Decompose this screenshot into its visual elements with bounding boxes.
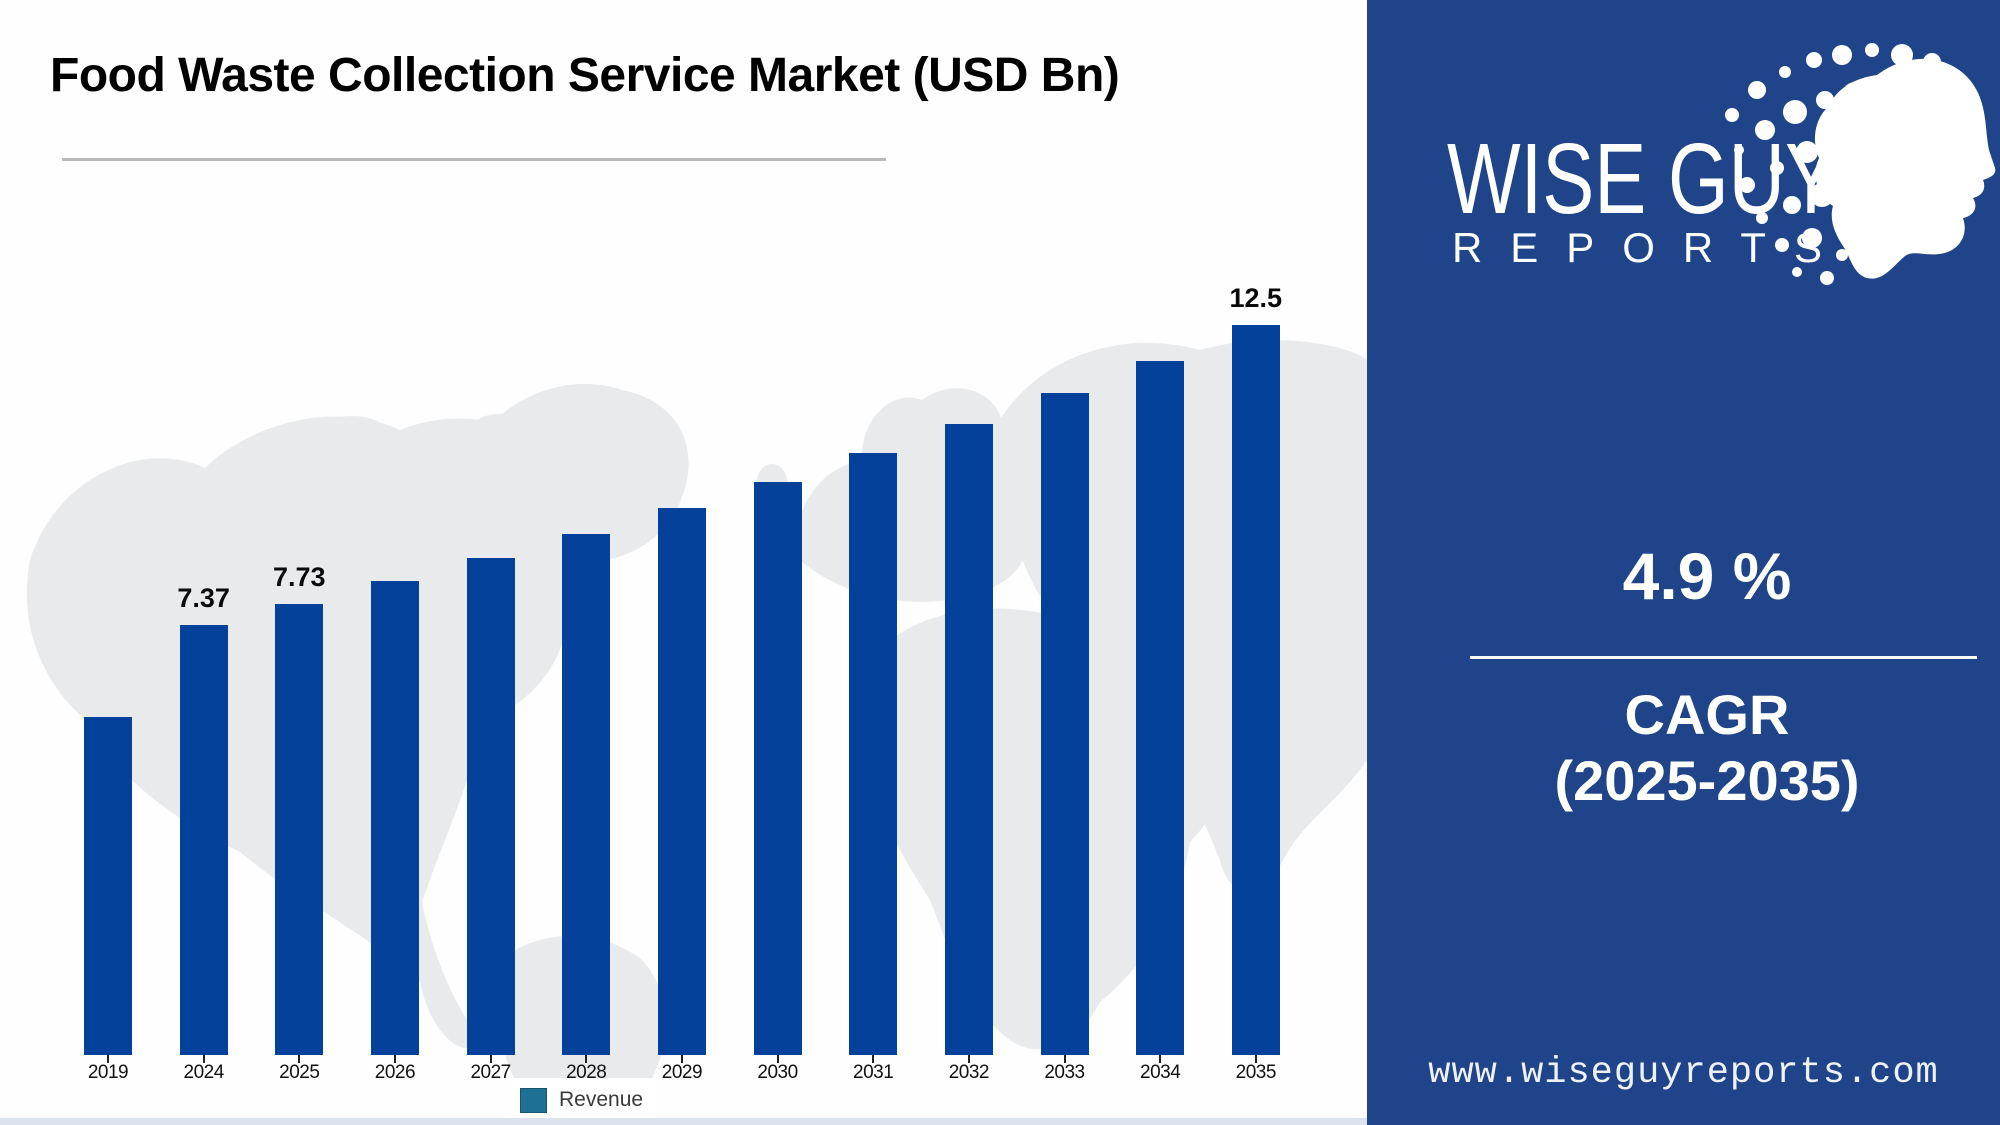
brand-panel: WISE GUY REPORTS 4.9 % CAGR (2025-2035) …	[1367, 0, 2000, 1125]
value-label-2035: 12.5	[1229, 283, 1283, 313]
value-label-2024: 7.37	[177, 583, 230, 613]
value-label-2025: 7.73	[273, 562, 326, 592]
x-axis-label-2024: 2024	[183, 1062, 225, 1083]
bar-2026	[370, 581, 419, 1055]
dot-cluster-icon	[1725, 43, 1941, 285]
x-axis-label-2027: 2027	[470, 1062, 511, 1083]
x-axis-tick-2034	[1159, 1055, 1162, 1063]
x-axis-tick-2030	[776, 1055, 779, 1063]
bar-2028	[562, 534, 611, 1055]
cagr-caption-line1: CAGR	[1624, 683, 1790, 746]
bar-2030	[753, 482, 802, 1055]
x-axis-label-2026: 2026	[374, 1062, 416, 1083]
x-axis-label-2034: 2034	[1140, 1062, 1181, 1083]
bar-2032	[944, 424, 993, 1055]
bar-2024	[179, 625, 228, 1055]
x-axis-label-2028: 2028	[566, 1062, 607, 1083]
panel-divider	[1470, 656, 1977, 659]
brand-wordmark: WISE GUY	[1447, 123, 1837, 235]
x-axis-label-2029: 2029	[661, 1062, 703, 1083]
x-axis-tick-2031	[872, 1055, 875, 1063]
head-profile-icon	[1814, 58, 1996, 279]
wise-guy-reports-logo: WISE GUY REPORTS	[1447, 43, 1996, 285]
x-axis-label-2035: 2035	[1235, 1062, 1277, 1083]
x-axis-tick-2028	[585, 1055, 588, 1063]
bar-2029	[657, 508, 706, 1055]
x-axis-label-2033: 2033	[1044, 1062, 1085, 1083]
cagr-caption: CAGR (2025-2035)	[1437, 682, 1977, 814]
x-axis-tick-2025	[298, 1055, 301, 1063]
x-axis-tick-2033	[1063, 1055, 1066, 1063]
bottom-accent-strip	[0, 1118, 1367, 1125]
bar-2031	[849, 453, 898, 1055]
x-axis-tick-2029	[680, 1055, 683, 1063]
legend-swatch-revenue	[520, 1087, 547, 1113]
chart-legend: Revenue	[506, 1078, 658, 1122]
website-url: www.wiseguyreports.com	[1428, 1052, 1939, 1094]
x-axis-tick-2026	[393, 1055, 396, 1063]
x-axis-label-2031: 2031	[853, 1062, 894, 1083]
x-axis-label-2030: 2030	[757, 1062, 798, 1083]
cagr-caption-line2: (2025-2035)	[1554, 749, 1860, 813]
x-axis-label-2019: 2019	[87, 1062, 129, 1083]
brand-wordmark-sub: REPORTS	[1452, 224, 1822, 271]
x-axis-label-2032: 2032	[948, 1062, 990, 1083]
bar-2035	[1231, 325, 1280, 1055]
bar-2019	[84, 717, 132, 1055]
x-axis-tick-2019	[107, 1055, 109, 1063]
x-axis-tick-2027	[489, 1055, 492, 1063]
page-title: Food Waste Collection Service Market (US…	[50, 49, 1120, 102]
chart-area: Food Waste Collection Service Market (US…	[0, 49, 1367, 1125]
bar-2025	[275, 604, 324, 1055]
title-underline	[62, 158, 886, 161]
bar-2034	[1136, 361, 1185, 1055]
x-axis-tick-2035	[1254, 1055, 1257, 1063]
x-axis-tick-2032	[967, 1055, 970, 1063]
cagr-value: 4.9 %	[1622, 539, 1792, 613]
bar-2027	[466, 558, 515, 1055]
legend-label: Revenue	[559, 1088, 644, 1111]
x-axis-label-2025: 2025	[279, 1062, 320, 1083]
bar-2033	[1040, 393, 1089, 1055]
x-axis-tick-2024	[202, 1055, 205, 1063]
